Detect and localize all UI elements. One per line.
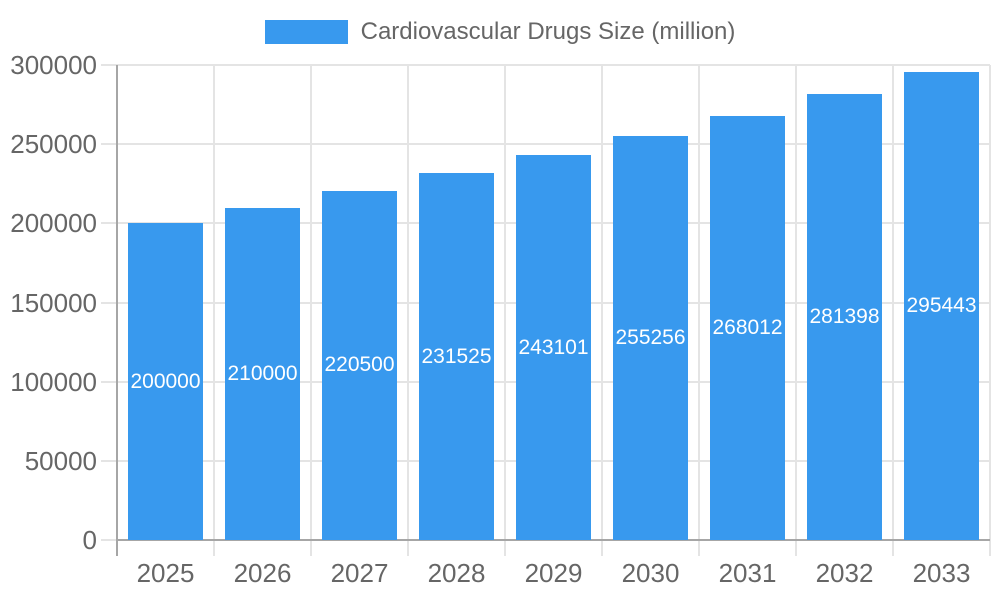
- bar-2026[interactable]: 210000: [225, 207, 300, 540]
- x-tick-label: 2026: [233, 558, 292, 588]
- bar-value-label: 255256: [615, 325, 686, 349]
- bar-value-label: 243101: [518, 335, 589, 359]
- chart-legend[interactable]: Cardiovascular Drugs Size (million): [0, 18, 1000, 46]
- bar-2028[interactable]: 231525: [419, 173, 494, 540]
- gridline: [504, 65, 506, 556]
- plot-area: 200000 210000 220500 231525 243101 255256 2680…: [101, 64, 991, 556]
- gridline: [989, 65, 991, 556]
- bar-value-label: 220500: [324, 353, 395, 377]
- gridline: [892, 65, 894, 556]
- gridline: [213, 65, 215, 556]
- gridline: [795, 65, 797, 556]
- bar-value-label: 200000: [130, 369, 201, 393]
- gridline: [407, 65, 409, 556]
- x-tick-label: 2032: [815, 558, 874, 588]
- bar-2033[interactable]: 295443: [904, 72, 979, 540]
- x-tick-label: 2030: [621, 558, 680, 588]
- bar-value-label: 268012: [712, 315, 783, 339]
- bar-2025[interactable]: 200000: [128, 223, 203, 540]
- gridline: [698, 65, 700, 556]
- x-tick-label: 2028: [427, 558, 486, 588]
- gridline: [601, 65, 603, 556]
- y-tick-label: 300000: [10, 50, 97, 80]
- bar-2030[interactable]: 255256: [613, 135, 688, 540]
- bar-value-label: 231525: [421, 344, 492, 368]
- bar-2031[interactable]: 268012: [710, 115, 785, 540]
- y-axis-line: [116, 65, 118, 556]
- legend-swatch-icon: [264, 20, 348, 44]
- y-tick-label: 100000: [10, 366, 97, 397]
- x-axis-line: [117, 539, 990, 541]
- bar-2027[interactable]: 220500: [322, 190, 397, 540]
- x-tick-label: 2025: [136, 558, 195, 588]
- x-tick-label: 2027: [330, 558, 389, 588]
- gridline: [310, 65, 312, 556]
- x-tick-label: 2033: [912, 558, 971, 588]
- bar-2032[interactable]: 281398: [807, 94, 882, 540]
- x-axis-labels: 2025 2026 2027 2028 2029 2030 2031 2032 2033: [117, 558, 990, 590]
- y-tick-label: 200000: [10, 208, 97, 239]
- y-axis-labels: 0 50000 100000 150000 200000 250000 300000: [0, 52, 97, 553]
- legend-label: Cardiovascular Drugs Size (million): [360, 18, 736, 45]
- y-tick-label: 0: [82, 525, 97, 555]
- bar-2029[interactable]: 243101: [516, 155, 591, 540]
- bar-value-label: 281398: [809, 305, 880, 329]
- bar-value-label: 295443: [906, 294, 977, 318]
- gridline: [101, 143, 990, 146]
- x-tick-label: 2031: [718, 558, 777, 588]
- y-tick-label: 150000: [10, 287, 97, 318]
- y-tick-label: 250000: [10, 129, 97, 160]
- bar-value-label: 210000: [227, 361, 298, 385]
- x-tick-label: 2029: [524, 558, 583, 588]
- y-tick-label: 50000: [24, 445, 97, 476]
- gridline: [101, 64, 990, 66]
